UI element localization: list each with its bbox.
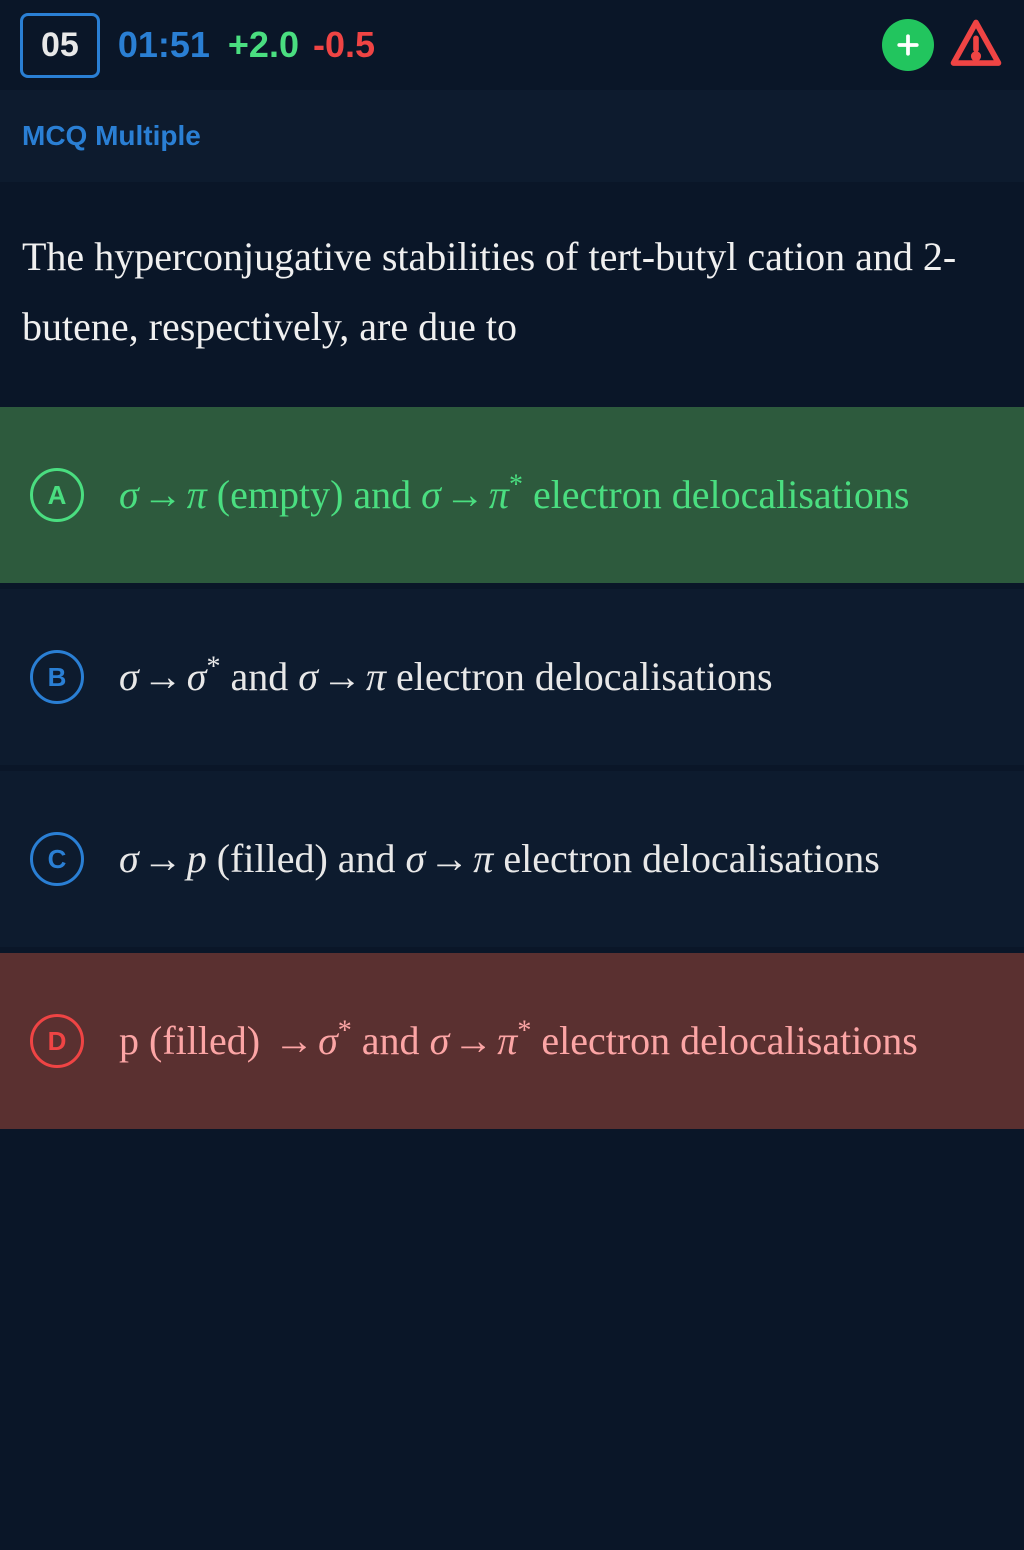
plus-icon[interactable]	[882, 19, 934, 71]
option-letter-d: D	[30, 1014, 84, 1068]
option-b[interactable]: B σ→σ* and σ→π electron delocalisations	[0, 589, 1024, 765]
option-letter-c: C	[30, 832, 84, 886]
option-text-a: σ→π (empty) and σ→π* electron delocalisa…	[119, 462, 994, 528]
question-type-bar: MCQ Multiple	[0, 90, 1024, 182]
option-letter-b: B	[30, 650, 84, 704]
timer: 01:51	[118, 24, 210, 66]
option-letter-a: A	[30, 468, 84, 522]
negative-score: -0.5	[313, 24, 375, 66]
option-c[interactable]: C σ→p (filled) and σ→π electron delocali…	[0, 771, 1024, 947]
option-text-b: σ→σ* and σ→π electron delocalisations	[119, 644, 994, 710]
option-a[interactable]: A σ→π (empty) and σ→π* electron delocali…	[0, 407, 1024, 583]
question-text: The hyperconjugative stabilities of tert…	[22, 222, 1002, 362]
top-bar: 05 01:51 +2.0 -0.5	[0, 0, 1024, 90]
warning-icon[interactable]	[948, 17, 1004, 73]
question-type-label: MCQ Multiple	[22, 120, 1002, 152]
option-text-c: σ→p (filled) and σ→π electron delocalisa…	[119, 826, 994, 892]
question-section: The hyperconjugative stabilities of tert…	[0, 182, 1024, 407]
positive-score: +2.0	[228, 24, 299, 66]
question-number-badge[interactable]: 05	[20, 13, 100, 78]
option-text-d: p (filled) →σ* and σ→π* electron delocal…	[119, 1008, 994, 1074]
option-d[interactable]: D p (filled) →σ* and σ→π* electron deloc…	[0, 953, 1024, 1129]
